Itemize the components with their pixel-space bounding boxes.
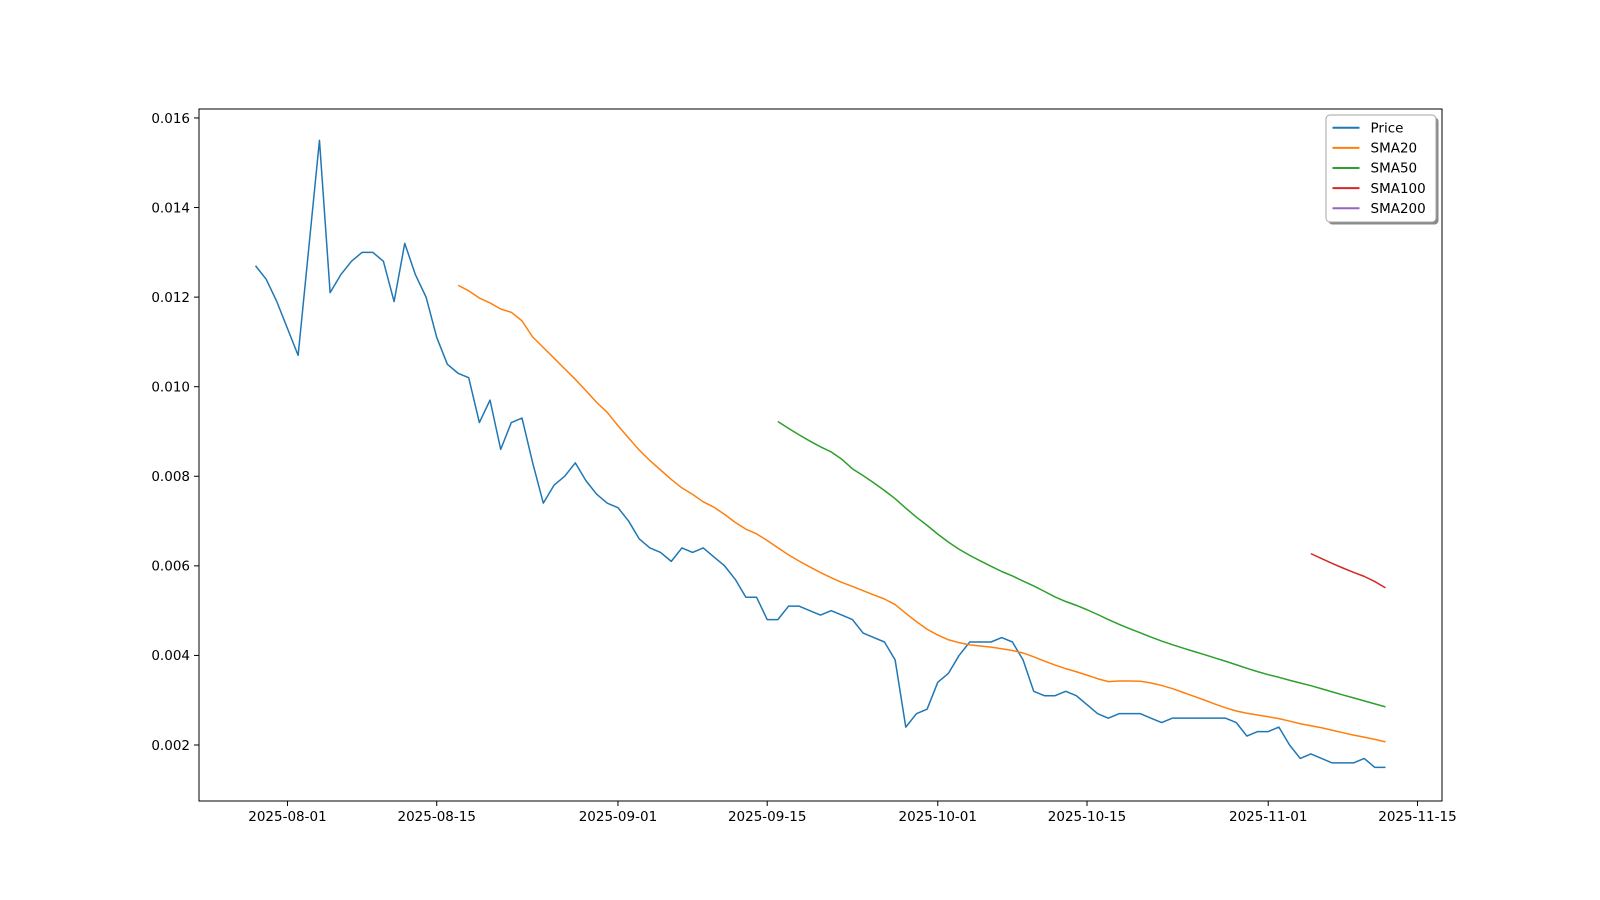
y-tick-label: 0.016 bbox=[151, 111, 190, 127]
x-tick-label: 2025-10-01 bbox=[899, 809, 977, 825]
sma50-line bbox=[777, 420, 1386, 708]
x-tick-label: 2025-11-01 bbox=[1229, 809, 1307, 825]
y-tick-label: 0.010 bbox=[151, 379, 190, 395]
y-tick-label: 0.004 bbox=[151, 648, 190, 664]
y-tick-label: 0.014 bbox=[151, 200, 190, 216]
sma100-line bbox=[1310, 552, 1386, 589]
x-tick-label: 2025-08-15 bbox=[397, 809, 475, 825]
legend-label-price: Price bbox=[1371, 121, 1404, 137]
x-axis: 2025-08-01 2025-08-15 2025-09-01 2025-09-15… bbox=[248, 801, 1457, 825]
x-tick-label: 2025-09-01 bbox=[579, 809, 657, 825]
sma20-line bbox=[457, 284, 1386, 743]
y-tick-label: 0.006 bbox=[151, 559, 190, 575]
legend-label-sma100: SMA100 bbox=[1371, 181, 1426, 197]
y-tick-label: 0.002 bbox=[151, 738, 190, 754]
price-line bbox=[254, 139, 1386, 769]
legend-label-sma200: SMA200 bbox=[1371, 201, 1426, 217]
x-tick-label: 2025-11-15 bbox=[1378, 809, 1456, 825]
y-axis: 0.002 0.004 0.006 0.008 0.010 0.012 0.014 0.016 bbox=[151, 111, 199, 754]
y-tick-label: 0.008 bbox=[151, 469, 190, 485]
x-tick-label: 2025-10-15 bbox=[1048, 809, 1126, 825]
series-lines bbox=[254, 139, 1386, 769]
y-tick-label: 0.012 bbox=[151, 290, 190, 306]
legend-label-sma50: SMA50 bbox=[1371, 161, 1418, 177]
x-tick-label: 2025-09-15 bbox=[728, 809, 806, 825]
plot-frame bbox=[198, 108, 1443, 802]
x-tick-label: 2025-08-01 bbox=[248, 809, 326, 825]
legend-box bbox=[1325, 114, 1437, 223]
legend: Price SMA20 SMA50 SMA100 SMA200 bbox=[1325, 114, 1439, 225]
legend-label-sma20: SMA20 bbox=[1371, 141, 1418, 157]
